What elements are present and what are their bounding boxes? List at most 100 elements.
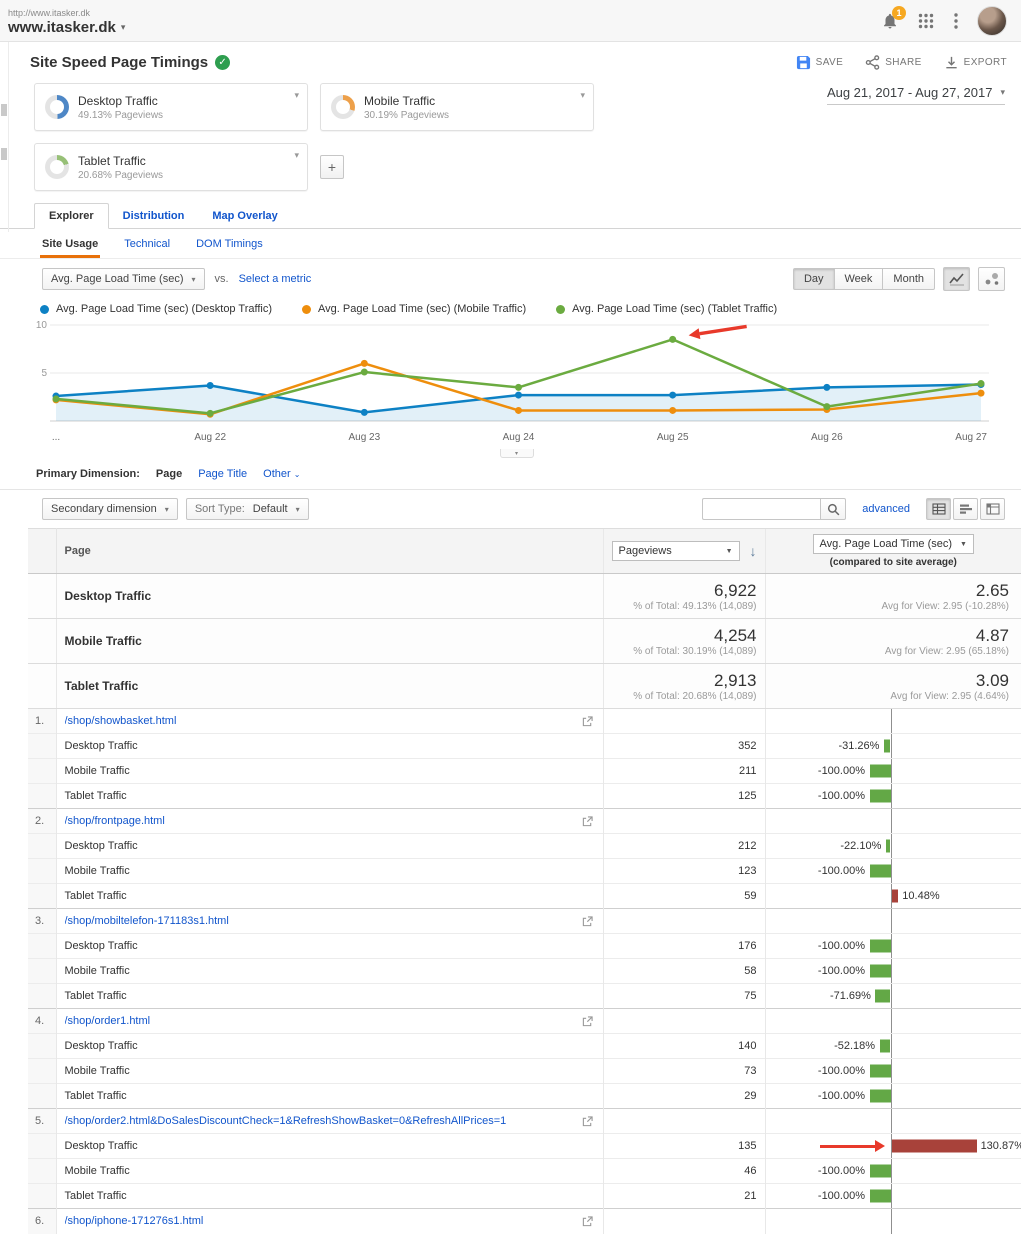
- tab-distribution[interactable]: Distribution: [122, 210, 185, 222]
- open-in-new-icon[interactable]: [582, 815, 593, 827]
- bar-axis: [890, 909, 892, 933]
- row-gutter: [28, 958, 57, 984]
- dimension-page[interactable]: Page: [155, 468, 183, 480]
- subtab-technical[interactable]: Technical: [124, 238, 171, 250]
- subtab-site-usage[interactable]: Site Usage: [39, 238, 101, 258]
- tab-explorer[interactable]: Explorer: [34, 203, 109, 229]
- share-icon: [865, 55, 880, 70]
- search-input[interactable]: [702, 498, 821, 520]
- segment-card-tablet[interactable]: Tablet Traffic 20.68% Pageviews ▾: [34, 143, 308, 191]
- advanced-filter-link[interactable]: advanced: [862, 503, 910, 515]
- open-in-new-icon[interactable]: [582, 1216, 593, 1227]
- open-in-new-icon[interactable]: [582, 1015, 593, 1027]
- metric-avg-note: Avg for View: 2.95 (4.64%): [890, 690, 1009, 702]
- bar-axis: [890, 709, 892, 733]
- row-gutter: [28, 618, 57, 664]
- dimension-other[interactable]: Other ⌄: [263, 468, 300, 480]
- segment-name: Mobile Traffic: [56, 1158, 603, 1184]
- page-link[interactable]: /shop/order2.html&DoSalesDiscountCheck=1…: [64, 1115, 507, 1127]
- row-gutter: [28, 758, 57, 784]
- granularity-day-button[interactable]: Day: [792, 268, 835, 290]
- segment-row: Desktop Traffic 140 -52.18%: [28, 1033, 1021, 1059]
- chevron-down-icon[interactable]: ▾: [580, 90, 585, 100]
- chevron-down-icon: ▾: [1000, 87, 1005, 97]
- line-chart-icon: [948, 273, 964, 286]
- pageviews-select-label: Pageviews: [618, 545, 672, 557]
- sort-type-button[interactable]: Sort Type: Default ▾: [185, 498, 309, 520]
- topbar: http://www.itasker.dk www.itasker.dk ▾ 1: [0, 0, 1021, 42]
- granularity-toggle: Day Week Month: [792, 268, 935, 290]
- segment-name: Mobile Traffic: [56, 858, 603, 884]
- sort-descending-icon[interactable]: ↓: [749, 543, 757, 559]
- pageviews-summary-cell: 2,913% of Total: 20.68% (14,089): [602, 663, 765, 709]
- annotation-arrow-icon: [819, 1140, 885, 1152]
- page-title: Site Speed Page Timings ✓: [30, 54, 231, 71]
- tab-map-overlay[interactable]: Map Overlay: [212, 210, 278, 222]
- select-metric-link[interactable]: Select a metric: [238, 273, 312, 285]
- metric-summary-cell: 2.65 Avg for View: 2.95 (-10.28%): [764, 573, 1021, 619]
- pivot-table-icon: [985, 503, 1000, 515]
- metric-value: 4.87: [975, 625, 1009, 645]
- search-button[interactable]: [820, 498, 847, 520]
- pageviews-column-select[interactable]: Pageviews ▼: [611, 541, 740, 561]
- svg-text:Aug 25: Aug 25: [657, 432, 689, 443]
- page-link[interactable]: /shop/mobiltelefon-171183s1.html: [64, 915, 229, 927]
- row-gutter: [28, 858, 57, 884]
- search-icon: [827, 503, 840, 515]
- pageviews-pct-of-total: % of Total: 49.13% (14,089): [633, 600, 757, 612]
- performance-view-button[interactable]: [953, 498, 978, 520]
- chevron-down-icon: ▾: [295, 504, 300, 514]
- dimension-page-title[interactable]: Page Title: [198, 468, 248, 480]
- granularity-week-button[interactable]: Week: [833, 268, 884, 290]
- segments-area: Aug 21, 2017 - Aug 27, 2017 ▾ Desktop Tr…: [0, 79, 1021, 191]
- metric-select[interactable]: Avg. Page Load Time (sec) ▾: [42, 268, 205, 290]
- subtab-dom-timings[interactable]: DOM Timings: [196, 238, 263, 250]
- delta-bar-cell: -100.00%: [764, 1058, 1021, 1084]
- open-in-new-icon[interactable]: [582, 915, 593, 927]
- column-header-page[interactable]: Page: [56, 528, 603, 574]
- line-chart: 5 10... Aug 22 Aug 23 Aug 24 Aug 25 Aug 26 Aug …: [36, 320, 989, 443]
- page-link[interactable]: /shop/showbasket.html: [64, 715, 177, 727]
- segment-name: Desktop Traffic: [56, 573, 603, 619]
- save-button[interactable]: SAVE: [796, 55, 844, 70]
- chevron-down-icon[interactable]: ▾: [294, 150, 299, 160]
- segment-name: Tablet Traffic: [56, 1183, 603, 1209]
- delta-bar-cell: -100.00%: [764, 858, 1021, 884]
- date-range-picker[interactable]: Aug 21, 2017 - Aug 27, 2017 ▾: [826, 85, 1005, 105]
- header-gutter: [28, 528, 57, 574]
- collapsed-sidebar[interactable]: [0, 42, 9, 232]
- pageviews-pct-of-total: % of Total: 30.19% (14,089): [633, 645, 757, 657]
- pivot-view-button[interactable]: [980, 498, 1005, 520]
- line-chart-mode-button[interactable]: [943, 267, 970, 291]
- chevron-down-icon[interactable]: ▾: [294, 90, 299, 100]
- pageviews-cell: 135: [602, 1133, 765, 1159]
- segment-card-desktop[interactable]: Desktop Traffic 49.13% Pageviews ▾: [34, 83, 308, 131]
- page-link[interactable]: /shop/iphone-171276s1.html: [64, 1215, 204, 1228]
- avatar[interactable]: [977, 5, 1007, 36]
- more-menu-button[interactable]: [953, 12, 959, 30]
- secondary-dimension-button[interactable]: Secondary dimension ▾: [42, 498, 178, 520]
- open-in-new-icon[interactable]: [582, 715, 593, 727]
- export-button[interactable]: EXPORT: [944, 55, 1007, 70]
- open-in-new-icon[interactable]: [582, 1115, 593, 1127]
- share-button[interactable]: SHARE: [865, 55, 921, 70]
- table-view-button[interactable]: [926, 498, 951, 520]
- row-gutter: [28, 783, 57, 809]
- x-axis-expander[interactable]: ▾: [499, 449, 534, 458]
- segment-row: Desktop Traffic 212 -22.10%: [28, 833, 1021, 859]
- add-segment-button[interactable]: +: [320, 155, 344, 179]
- notifications-button[interactable]: 1: [881, 5, 906, 30]
- sidebar-stub-icon: [1, 148, 7, 160]
- motion-chart-mode-button[interactable]: [978, 267, 1005, 291]
- metric-column-select[interactable]: Avg. Page Load Time (sec) ▼: [812, 534, 974, 554]
- apps-grid-button[interactable]: [917, 12, 935, 30]
- account-selector[interactable]: www.itasker.dk ▾: [8, 19, 125, 36]
- row-index: 3.: [28, 908, 57, 934]
- page-link[interactable]: /shop/order1.html: [64, 1015, 151, 1027]
- page-link[interactable]: /shop/frontpage.html: [64, 815, 165, 827]
- segment-name: Desktop Traffic: [56, 933, 603, 959]
- segment-card-mobile[interactable]: Mobile Traffic 30.19% Pageviews ▾: [320, 83, 594, 131]
- explorer-subtabs: Site Usage Technical DOM Timings: [0, 229, 1021, 259]
- granularity-month-button[interactable]: Month: [882, 268, 935, 290]
- pageviews-total: 4,254: [713, 625, 757, 645]
